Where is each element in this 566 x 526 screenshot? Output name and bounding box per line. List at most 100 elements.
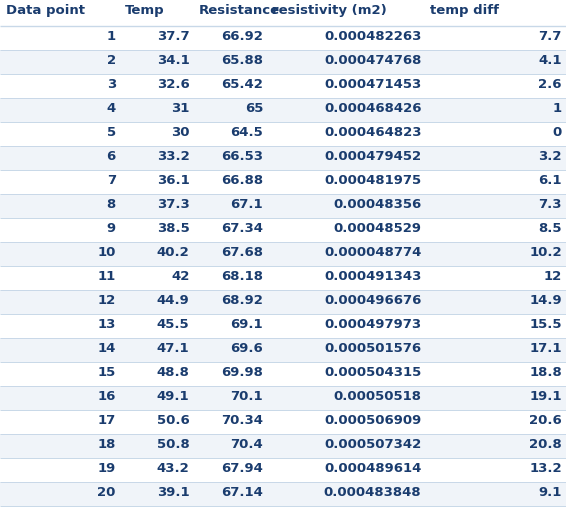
Text: 15.5: 15.5	[529, 318, 562, 331]
Bar	[0, 50, 566, 74]
Text: 34.1: 34.1	[157, 54, 190, 67]
Bar	[0, 266, 566, 290]
Text: 9.1: 9.1	[538, 486, 562, 499]
Text: 68.18: 68.18	[221, 270, 263, 284]
Text: 0.000501576: 0.000501576	[324, 342, 422, 355]
Text: 69.1: 69.1	[230, 318, 263, 331]
Bar	[0, 26, 566, 50]
Text: 6.1: 6.1	[538, 174, 562, 187]
Bar	[0, 122, 566, 146]
Bar	[0, 146, 566, 170]
Text: 13: 13	[97, 318, 116, 331]
Bar	[0, 194, 566, 218]
Bar	[0, 482, 566, 506]
Text: 1: 1	[107, 31, 116, 43]
Text: 0.000507342: 0.000507342	[324, 438, 422, 451]
Text: 0.00050518: 0.00050518	[333, 390, 422, 403]
Text: 37.7: 37.7	[157, 31, 190, 43]
Bar	[0, 314, 566, 338]
Text: 12: 12	[543, 270, 562, 284]
Text: 0.000482263: 0.000482263	[324, 31, 422, 43]
Bar	[0, 242, 566, 266]
Bar	[0, 74, 566, 98]
Text: 20.8: 20.8	[529, 438, 562, 451]
Text: 0.000474768: 0.000474768	[324, 54, 422, 67]
Text: 2.6: 2.6	[538, 78, 562, 92]
Text: 1: 1	[553, 102, 562, 115]
Text: 67.68: 67.68	[221, 246, 263, 259]
Text: Resistance: Resistance	[198, 4, 280, 17]
Bar	[0, 410, 566, 434]
Text: 0.000497973: 0.000497973	[324, 318, 422, 331]
Text: 0: 0	[552, 126, 562, 139]
Text: 4.1: 4.1	[538, 54, 562, 67]
Text: 19: 19	[97, 462, 116, 476]
Text: 0.000479452: 0.000479452	[324, 150, 422, 163]
Text: 67.14: 67.14	[221, 486, 263, 499]
Text: 3: 3	[106, 78, 116, 92]
Text: 19.1: 19.1	[529, 390, 562, 403]
Bar	[0, 338, 566, 362]
Bar	[0, 458, 566, 482]
Bar	[0, 0, 566, 26]
Text: 0.000471453: 0.000471453	[324, 78, 422, 92]
Bar	[0, 218, 566, 242]
Text: 70.1: 70.1	[230, 390, 263, 403]
Text: 10.2: 10.2	[529, 246, 562, 259]
Text: 36.1: 36.1	[157, 174, 190, 187]
Bar	[0, 290, 566, 314]
Text: 37.3: 37.3	[157, 198, 190, 211]
Text: 0.000481975: 0.000481975	[324, 174, 422, 187]
Text: 70.34: 70.34	[221, 414, 263, 427]
Text: 50.8: 50.8	[157, 438, 190, 451]
Text: 69.98: 69.98	[221, 366, 263, 379]
Text: 7: 7	[107, 174, 116, 187]
Text: 14: 14	[97, 342, 116, 355]
Text: 3.2: 3.2	[538, 150, 562, 163]
Text: 69.6: 69.6	[230, 342, 263, 355]
Text: 5: 5	[107, 126, 116, 139]
Text: 66.53: 66.53	[221, 150, 263, 163]
Text: 49.1: 49.1	[157, 390, 190, 403]
Text: 65.42: 65.42	[221, 78, 263, 92]
Text: 7.7: 7.7	[538, 31, 562, 43]
Text: 0.000464823: 0.000464823	[324, 126, 422, 139]
Text: 0.00048529: 0.00048529	[333, 222, 422, 235]
Text: 13.2: 13.2	[529, 462, 562, 476]
Text: 65: 65	[245, 102, 263, 115]
Text: 66.92: 66.92	[221, 31, 263, 43]
Text: 31: 31	[171, 102, 190, 115]
Text: 66.88: 66.88	[221, 174, 263, 187]
Text: 50.6: 50.6	[157, 414, 190, 427]
Text: 0.000491343: 0.000491343	[324, 270, 422, 284]
Text: 33.2: 33.2	[157, 150, 190, 163]
Text: 32.6: 32.6	[157, 78, 190, 92]
Bar	[0, 434, 566, 458]
Text: 14.9: 14.9	[529, 294, 562, 307]
Text: 11: 11	[97, 270, 116, 284]
Text: 48.8: 48.8	[157, 366, 190, 379]
Text: 18.8: 18.8	[529, 366, 562, 379]
Text: 0.000468426: 0.000468426	[324, 102, 422, 115]
Text: 67.34: 67.34	[221, 222, 263, 235]
Text: 38.5: 38.5	[157, 222, 190, 235]
Text: 17.1: 17.1	[529, 342, 562, 355]
Text: 47.1: 47.1	[157, 342, 190, 355]
Text: 65.88: 65.88	[221, 54, 263, 67]
Text: Temp: Temp	[125, 4, 164, 17]
Text: 67.94: 67.94	[221, 462, 263, 476]
Text: 0.00048356: 0.00048356	[333, 198, 422, 211]
Text: 18: 18	[97, 438, 116, 451]
Bar	[0, 98, 566, 122]
Text: 0.000496676: 0.000496676	[324, 294, 422, 307]
Text: 0.000489614: 0.000489614	[324, 462, 422, 476]
Text: 10: 10	[97, 246, 116, 259]
Text: 67.1: 67.1	[230, 198, 263, 211]
Text: 43.2: 43.2	[157, 462, 190, 476]
Bar	[0, 362, 566, 386]
Text: 20: 20	[97, 486, 116, 499]
Text: Data point: Data point	[6, 4, 85, 17]
Text: 0.000504315: 0.000504315	[324, 366, 422, 379]
Text: 8.5: 8.5	[538, 222, 562, 235]
Text: 2: 2	[107, 54, 116, 67]
